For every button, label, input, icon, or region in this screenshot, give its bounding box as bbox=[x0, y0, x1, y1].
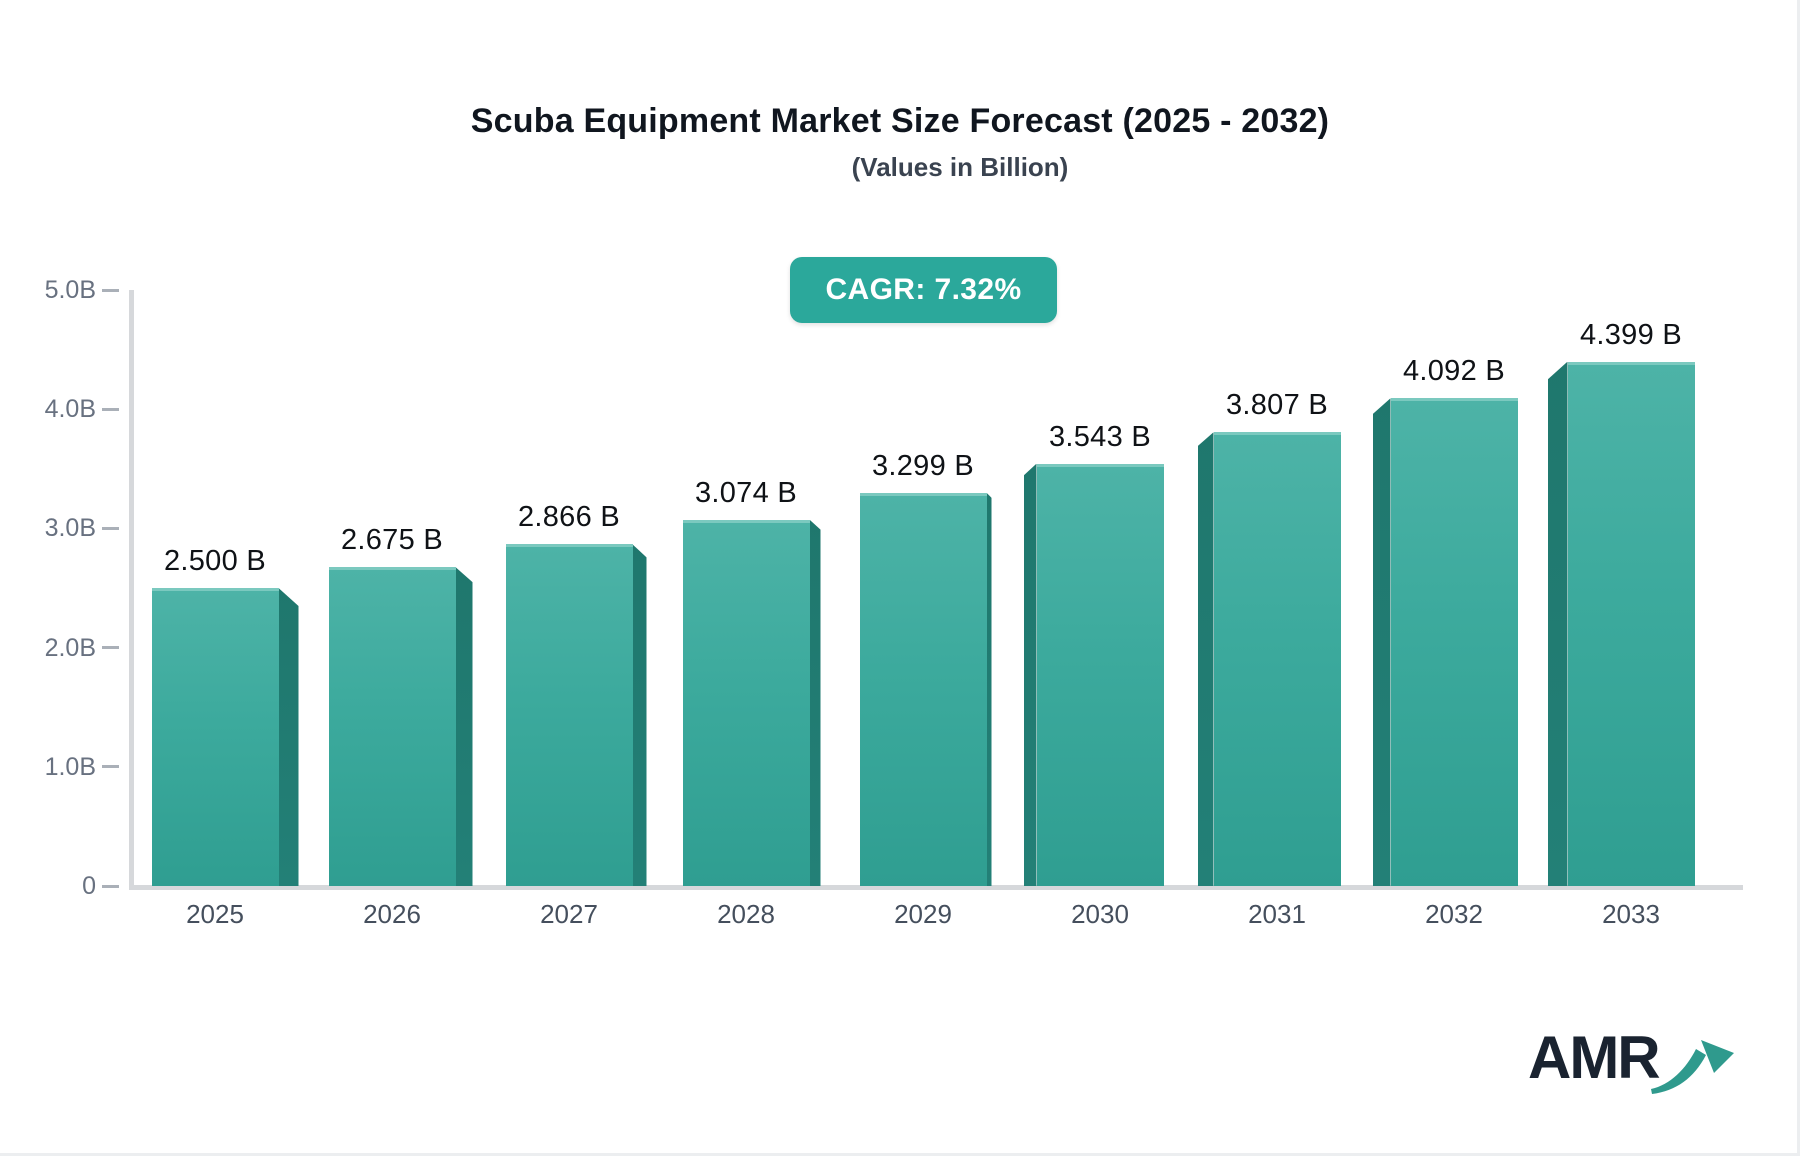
x-axis-label: 2030 bbox=[1071, 899, 1129, 929]
x-axis-label: 2032 bbox=[1425, 899, 1483, 929]
bar-side-2029 bbox=[986, 492, 992, 886]
bar-2025 bbox=[151, 588, 279, 886]
y-axis-label: 0 bbox=[82, 872, 96, 900]
window-right-edge bbox=[1797, 0, 1800, 1156]
y-axis-label: 2.0B bbox=[44, 633, 96, 662]
bar-2026 bbox=[328, 567, 456, 886]
brand-logo: AMR bbox=[1528, 1026, 1736, 1098]
bar-value-label: 3.074 B bbox=[694, 476, 798, 509]
y-axis-tick bbox=[102, 288, 119, 292]
trend-up-arrow-icon bbox=[1650, 1040, 1734, 1094]
bar-value-label: 4.092 B bbox=[1402, 355, 1506, 388]
y-axis-label: 1.0B bbox=[44, 752, 96, 781]
x-axis-line bbox=[129, 885, 1743, 890]
bar-side-2026 bbox=[455, 567, 473, 886]
bar-side-2027 bbox=[632, 544, 647, 886]
page-title: Scuba Equipment Market Size Forecast (20… bbox=[470, 102, 1330, 140]
x-axis-label: 2031 bbox=[1248, 899, 1306, 929]
bar-side-2030 bbox=[1023, 463, 1037, 886]
bar-2028 bbox=[682, 519, 810, 886]
bar-2029 bbox=[859, 492, 987, 886]
y-axis-label: 5.0B bbox=[44, 276, 96, 304]
y-axis-tick bbox=[102, 407, 119, 411]
x-axis-label: 2033 bbox=[1602, 899, 1660, 929]
y-axis-tick bbox=[102, 526, 119, 530]
bar-2027 bbox=[505, 544, 633, 886]
brand-logo-text: AMR bbox=[1528, 1024, 1661, 1091]
x-axis-label: 2029 bbox=[894, 899, 952, 929]
cagr-badge-label: CAGR: 7.32% bbox=[825, 273, 1022, 306]
bar-side-2031 bbox=[1197, 432, 1214, 886]
bar-side-2033 bbox=[1547, 361, 1568, 886]
bar-2030 bbox=[1036, 463, 1164, 886]
y-axis-tick bbox=[102, 884, 119, 888]
x-axis-label: 2025 bbox=[186, 899, 244, 929]
x-axis-label: 2027 bbox=[540, 899, 598, 929]
bar-side-2032 bbox=[1372, 398, 1391, 886]
bar-value-label: 2.500 B bbox=[163, 545, 267, 577]
bar-2033 bbox=[1567, 361, 1695, 886]
bar-2031 bbox=[1213, 432, 1341, 886]
bar-value-label: 3.543 B bbox=[1048, 420, 1152, 453]
y-axis-tick bbox=[102, 765, 119, 769]
x-axis-label: 2028 bbox=[717, 899, 775, 929]
y-axis-label: 3.0B bbox=[44, 514, 96, 543]
bar-value-label: 3.807 B bbox=[1225, 389, 1329, 422]
y-axis-line bbox=[129, 290, 134, 889]
page-subtitle: (Values in Billion) bbox=[851, 152, 1069, 182]
bar-value-label: 3.299 B bbox=[871, 449, 975, 482]
bar-2032 bbox=[1390, 398, 1518, 886]
bar-value-label: 2.675 B bbox=[340, 524, 444, 557]
window-bottom-edge bbox=[0, 1153, 1800, 1156]
x-axis-label: 2026 bbox=[363, 899, 421, 929]
bar-side-2025 bbox=[278, 588, 299, 886]
bar-value-label: 2.866 B bbox=[517, 501, 621, 534]
y-axis-tick bbox=[102, 646, 119, 650]
y-axis-label: 4.0B bbox=[44, 395, 96, 424]
cagr-badge: CAGR: 7.32% bbox=[790, 257, 1057, 323]
bar-value-label: 4.399 B bbox=[1579, 318, 1683, 351]
bar-side-2028 bbox=[809, 519, 821, 886]
